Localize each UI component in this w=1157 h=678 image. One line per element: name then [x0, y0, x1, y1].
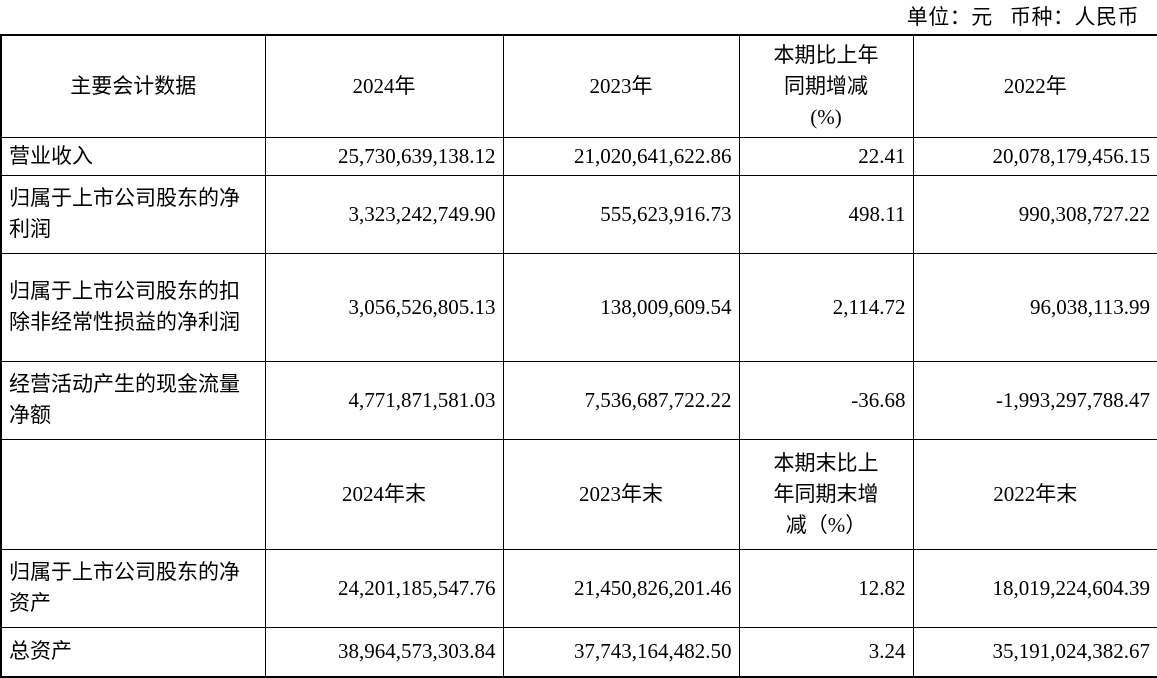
- cell-2022: 18,019,224,604.39: [912, 548, 1157, 628]
- cell-2023: 37,743,164,482.50: [502, 626, 740, 678]
- row-label: 归属于上市公司股东的扣除非经常性损益的净利润: [0, 252, 266, 362]
- row-label: 总资产: [0, 626, 266, 678]
- cell-2023: 7,536,687,722.22: [502, 360, 740, 440]
- table-row: 经营活动产生的现金流量净额 4,771,871,581.03 7,536,687…: [0, 360, 1157, 440]
- header-cell-2024: 2024年: [264, 34, 504, 138]
- cell-2023: 21,020,641,622.86: [502, 136, 740, 176]
- row-label: 营业收入: [0, 136, 266, 176]
- cell-2024: 3,056,526,805.13: [264, 252, 504, 362]
- cell-2023: 138,009,609.54: [502, 252, 740, 362]
- cell-2023: 555,623,916.73: [502, 174, 740, 254]
- row-label: 归属于上市公司股东的净资产: [0, 548, 266, 628]
- header-cell-2023: 2023年: [502, 34, 740, 138]
- cell-2022: 35,191,024,382.67: [912, 626, 1157, 678]
- cell-2024: 3,323,242,749.90: [264, 174, 504, 254]
- unit-currency-note: 单位：元 币种：人民币: [906, 5, 1139, 29]
- cell-2023: 21,450,826,201.46: [502, 548, 740, 628]
- subheader-cell-row-label: [0, 438, 266, 550]
- cell-change: 22.41: [738, 136, 914, 176]
- cell-2024: 25,730,639,138.12: [264, 136, 504, 176]
- subheader-cell-change: 本期末比上 年同期末增 减（%）: [738, 438, 914, 550]
- cell-2024: 38,964,573,303.84: [264, 626, 504, 678]
- table-row: 营业收入 25,730,639,138.12 21,020,641,622.86…: [0, 136, 1157, 176]
- table-row: 归属于上市公司股东的扣除非经常性损益的净利润 3,056,526,805.13 …: [0, 252, 1157, 362]
- header-cell-2022: 2022年: [912, 34, 1157, 138]
- cell-2024: 4,771,871,581.03: [264, 360, 504, 440]
- cell-2022: 96,038,113.99: [912, 252, 1157, 362]
- header-cell-row-label: 主要会计数据: [0, 34, 266, 138]
- cell-change: 498.11: [738, 174, 914, 254]
- subheader-cell-2024: 2024年末: [264, 438, 504, 550]
- cell-change: 12.82: [738, 548, 914, 628]
- table-row: 归属于上市公司股东的净资产 24,201,185,547.76 21,450,8…: [0, 548, 1157, 628]
- header-cell-change: 本期比上年 同期增减 (%): [738, 34, 914, 138]
- row-label: 经营活动产生的现金流量净额: [0, 360, 266, 440]
- subheader-cell-2023: 2023年末: [502, 438, 740, 550]
- cell-2022: -1,993,297,788.47: [912, 360, 1157, 440]
- main-accounting-data-table: 主要会计数据 2024年 2023年 本期比上年 同期增减 (%) 2022年 …: [0, 34, 1157, 678]
- table-row: 总资产 38,964,573,303.84 37,743,164,482.50 …: [0, 626, 1157, 678]
- cell-2022: 990,308,727.22: [912, 174, 1157, 254]
- cell-2022: 20,078,179,456.15: [912, 136, 1157, 176]
- cell-change: 3.24: [738, 626, 914, 678]
- cell-change: 2,114.72: [738, 252, 914, 362]
- table-header-row: 主要会计数据 2024年 2023年 本期比上年 同期增减 (%) 2022年: [0, 34, 1157, 138]
- table-row: 归属于上市公司股东的净利润 3,323,242,749.90 555,623,9…: [0, 174, 1157, 254]
- cell-2024: 24,201,185,547.76: [264, 548, 504, 628]
- cell-change: -36.68: [738, 360, 914, 440]
- row-label: 归属于上市公司股东的净利润: [0, 174, 266, 254]
- subheader-cell-2022: 2022年末: [912, 438, 1157, 550]
- table-subheader-row: 2024年末 2023年末 本期末比上 年同期末增 减（%） 2022年末: [0, 438, 1157, 550]
